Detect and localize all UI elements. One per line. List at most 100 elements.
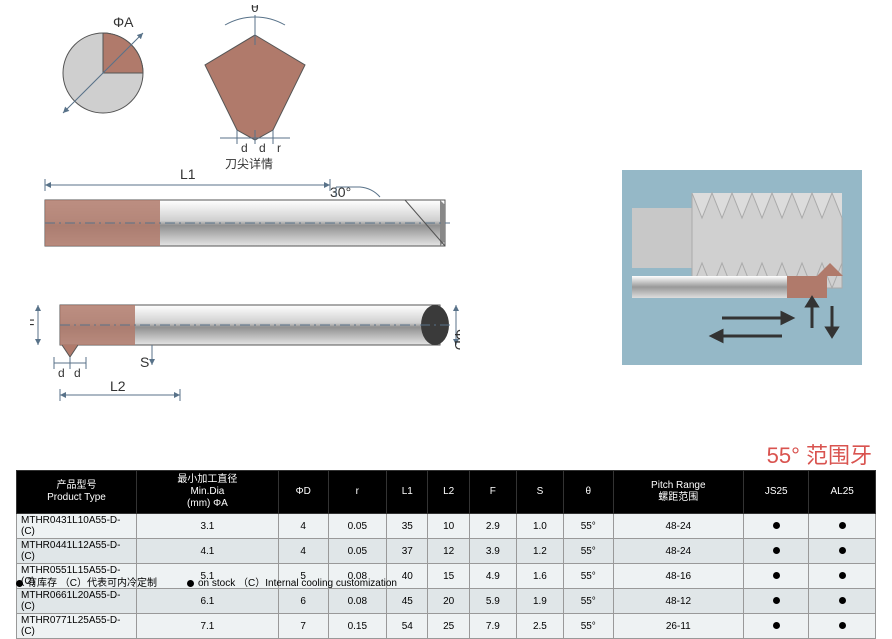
table-cell: 4: [278, 514, 328, 539]
L1-label: L1: [180, 166, 196, 182]
S-label: S: [140, 354, 149, 370]
col-header: ΦD: [278, 471, 328, 514]
col-header: r: [328, 471, 387, 514]
table-cell: 12: [428, 539, 469, 564]
spec-table: 产品型号Product Type最小加工直径Min.Dia(mm) ΦAΦDrL…: [16, 470, 876, 639]
F-label: F: [30, 316, 35, 332]
table-cell: 0.05: [328, 539, 387, 564]
table-row: MTHR0431L10A55-D-(C)3.140.0535102.91.055…: [17, 514, 876, 539]
table-cell: 2.9: [469, 514, 516, 539]
table-cell: 7.9: [469, 614, 516, 639]
dot-icon: [839, 597, 846, 604]
r-label: r: [277, 141, 281, 155]
angle30-label: 30°: [330, 184, 351, 200]
table-cell: 7.1: [137, 614, 279, 639]
col-header: F: [469, 471, 516, 514]
table-cell: 10: [428, 514, 469, 539]
table-cell: [809, 514, 876, 539]
d-dim-1: d: [58, 366, 65, 380]
table-cell: MTHR0431L10A55-D-(C): [17, 514, 137, 539]
table-cell: 55°: [563, 514, 613, 539]
dot-icon: [839, 522, 846, 529]
table-cell: 48-12: [613, 589, 744, 614]
footer-legend: 有库存 （C）代表可内冷定制 on stock （C）Internal cool…: [16, 574, 397, 589]
table-row: MTHR0661L20A55-D-(C)6.160.0845205.91.955…: [17, 589, 876, 614]
theta-label: θ: [251, 5, 259, 15]
table-cell: [744, 514, 809, 539]
diagram-area: ΦA θ d d r 刀尖详情 L1: [0, 0, 892, 420]
phiD-label: ΦD: [452, 329, 460, 350]
col-header: θ: [563, 471, 613, 514]
section-title: 55° 范围牙: [767, 438, 872, 470]
table-cell: 3.1: [137, 514, 279, 539]
table-cell: [744, 539, 809, 564]
table-cell: 37: [387, 539, 428, 564]
technical-drawing: ΦA θ d d r 刀尖详情 L1: [30, 5, 460, 415]
L2-label: L2: [110, 378, 126, 394]
col-header: AL25: [809, 471, 876, 514]
table-cell: 48-16: [613, 564, 744, 589]
d-label-1: d: [241, 141, 248, 155]
tip-detail-label: 刀尖详情: [225, 156, 273, 171]
dot-icon: [839, 547, 846, 554]
table-cell: [809, 564, 876, 589]
threading-render: [622, 170, 862, 365]
table-cell: 15: [428, 564, 469, 589]
legend-stock: 有库存 （C）代表可内冷定制: [16, 574, 157, 589]
table-cell: 25: [428, 614, 469, 639]
table-cell: 55°: [563, 564, 613, 589]
spec-table-wrap: 产品型号Product Type最小加工直径Min.Dia(mm) ΦAΦDrL…: [16, 470, 876, 639]
table-cell: 2.5: [516, 614, 563, 639]
table-cell: [809, 589, 876, 614]
table-cell: 20: [428, 589, 469, 614]
table-cell: 4.1: [137, 539, 279, 564]
dot-icon: [16, 580, 23, 587]
col-header: 产品型号Product Type: [17, 471, 137, 514]
col-header: L2: [428, 471, 469, 514]
table-cell: 5.9: [469, 589, 516, 614]
table-cell: 3.9: [469, 539, 516, 564]
table-cell: 55°: [563, 614, 613, 639]
table-cell: 6: [278, 589, 328, 614]
table-cell: 54: [387, 614, 428, 639]
dot-icon: [839, 572, 846, 579]
table-cell: 7: [278, 614, 328, 639]
table-cell: 6.1: [137, 589, 279, 614]
table-cell: MTHR0771L25A55-D-(C): [17, 614, 137, 639]
dot-icon: [773, 547, 780, 554]
dot-icon: [773, 597, 780, 604]
table-cell: 55°: [563, 589, 613, 614]
d-dim-2: d: [74, 366, 81, 380]
col-header: JS25: [744, 471, 809, 514]
dot-icon: [773, 572, 780, 579]
table-cell: 0.05: [328, 514, 387, 539]
legend-onstock: on stock （C）Internal cooling customizati…: [187, 574, 397, 589]
table-cell: 1.6: [516, 564, 563, 589]
table-cell: [809, 539, 876, 564]
table-cell: [809, 614, 876, 639]
table-cell: 48-24: [613, 514, 744, 539]
table-cell: [744, 589, 809, 614]
table-cell: 45: [387, 589, 428, 614]
table-cell: 0.15: [328, 614, 387, 639]
table-cell: 1.2: [516, 539, 563, 564]
table-cell: 1.0: [516, 514, 563, 539]
table-row: MTHR0771L25A55-D-(C)7.170.1554257.92.555…: [17, 614, 876, 639]
dot-icon: [773, 622, 780, 629]
table-cell: 4: [278, 539, 328, 564]
dot-icon: [839, 622, 846, 629]
dot-icon: [187, 580, 194, 587]
d-label-2: d: [259, 141, 266, 155]
col-header: L1: [387, 471, 428, 514]
dot-icon: [773, 522, 780, 529]
table-cell: 4.9: [469, 564, 516, 589]
table-row: MTHR0441L12A55-D-(C)4.140.0537123.91.255…: [17, 539, 876, 564]
col-header: Pitch Range螺距范围: [613, 471, 744, 514]
table-cell: 55°: [563, 539, 613, 564]
table-cell: [744, 564, 809, 589]
table-cell: MTHR0441L12A55-D-(C): [17, 539, 137, 564]
col-header: S: [516, 471, 563, 514]
table-cell: 35: [387, 514, 428, 539]
col-header: 最小加工直径Min.Dia(mm) ΦA: [137, 471, 279, 514]
table-cell: 26-11: [613, 614, 744, 639]
